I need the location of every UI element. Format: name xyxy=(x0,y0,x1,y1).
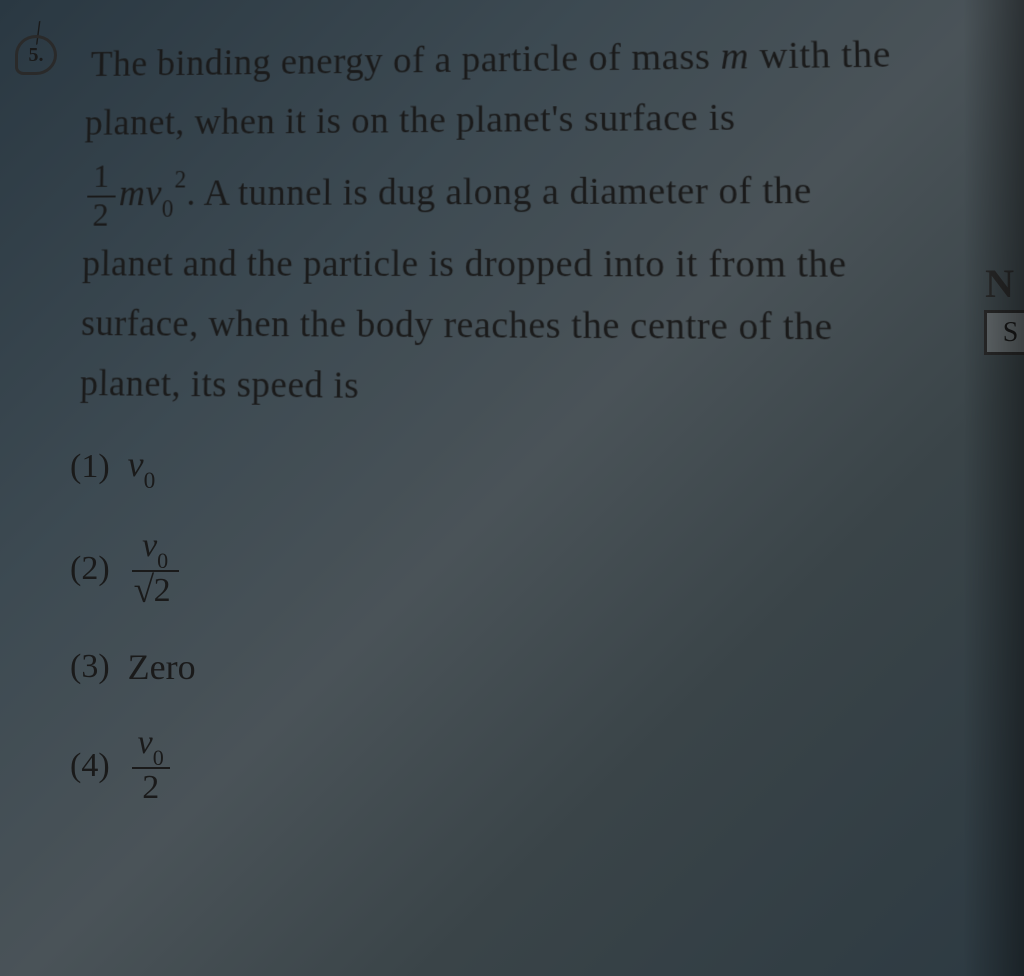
option-3-value: Zero xyxy=(128,646,196,688)
formula-sup: 2 xyxy=(174,167,187,193)
question-text-4: planet and the particle is dropped into … xyxy=(82,236,1000,295)
option-4[interactable]: (4) v0 2 xyxy=(70,726,984,805)
option-2[interactable]: (2) v0 2 xyxy=(70,529,984,608)
variable-m: m xyxy=(720,35,749,77)
fraction-denominator: 2 xyxy=(87,197,116,232)
option-1-number: (1) xyxy=(70,448,110,486)
formula-sub: 0 xyxy=(162,197,175,223)
option-3[interactable]: (3) Zero xyxy=(70,646,984,688)
question-text-2: planet, when it is on the planet's surfa… xyxy=(84,87,996,151)
formula-fraction: 1 2 xyxy=(87,161,116,233)
option-2-number: (2) xyxy=(70,550,110,588)
option-2-value: v0 2 xyxy=(132,529,179,608)
option-1[interactable]: (1) v0 xyxy=(70,443,984,491)
physics-question: ╱ 5. The binding energy of a particle of… xyxy=(40,30,984,805)
question-body: The binding energy of a particle of mass… xyxy=(51,25,1003,422)
page-edge-shadow xyxy=(964,0,1024,976)
option-4-number: (4) xyxy=(70,747,110,785)
formula-v: v xyxy=(145,173,162,214)
fraction-numerator: 1 xyxy=(87,161,116,198)
question-text-6: planet, its speed is xyxy=(79,356,1002,422)
option-1-value: v0 xyxy=(128,443,156,491)
formula-m: m xyxy=(119,173,146,214)
question-number: 5. xyxy=(15,35,57,75)
option-3-number: (3) xyxy=(70,648,110,686)
option-4-value: v0 2 xyxy=(132,726,170,805)
answer-options: (1) v0 (2) v0 2 (3) Zero (4) v0 2 xyxy=(40,443,984,805)
question-text-1a: The binding energy of a particle of mass xyxy=(90,36,720,85)
question-text-1b: with the xyxy=(749,33,891,77)
question-text-5: surface, when the body reaches the centr… xyxy=(81,296,1002,358)
question-text-3: . A tunnel is dug along a diameter of th… xyxy=(186,169,812,213)
